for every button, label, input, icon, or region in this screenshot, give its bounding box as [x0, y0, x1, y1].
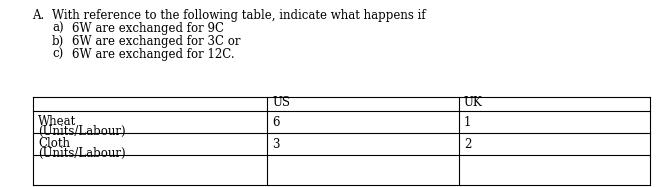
- Text: b): b): [52, 35, 64, 48]
- Text: 6W are exchanged for 9C: 6W are exchanged for 9C: [72, 22, 224, 35]
- Text: c): c): [52, 48, 63, 61]
- Text: (Units/Labour): (Units/Labour): [38, 125, 126, 138]
- Text: A.: A.: [32, 9, 44, 22]
- Text: Wheat: Wheat: [38, 115, 76, 128]
- Text: 6: 6: [273, 116, 280, 128]
- Text: 1: 1: [464, 116, 471, 128]
- Text: US: US: [273, 96, 291, 108]
- Text: 2: 2: [464, 137, 471, 151]
- Text: 6W are exchanged for 12C.: 6W are exchanged for 12C.: [72, 48, 234, 61]
- Text: Cloth: Cloth: [38, 137, 70, 150]
- Text: a): a): [52, 22, 63, 35]
- Text: UK: UK: [464, 96, 482, 108]
- Text: 3: 3: [273, 137, 280, 151]
- Text: (Units/Labour): (Units/Labour): [38, 147, 126, 160]
- Text: With reference to the following table, indicate what happens if: With reference to the following table, i…: [52, 9, 426, 22]
- Text: 6W are exchanged for 3C or: 6W are exchanged for 3C or: [72, 35, 240, 48]
